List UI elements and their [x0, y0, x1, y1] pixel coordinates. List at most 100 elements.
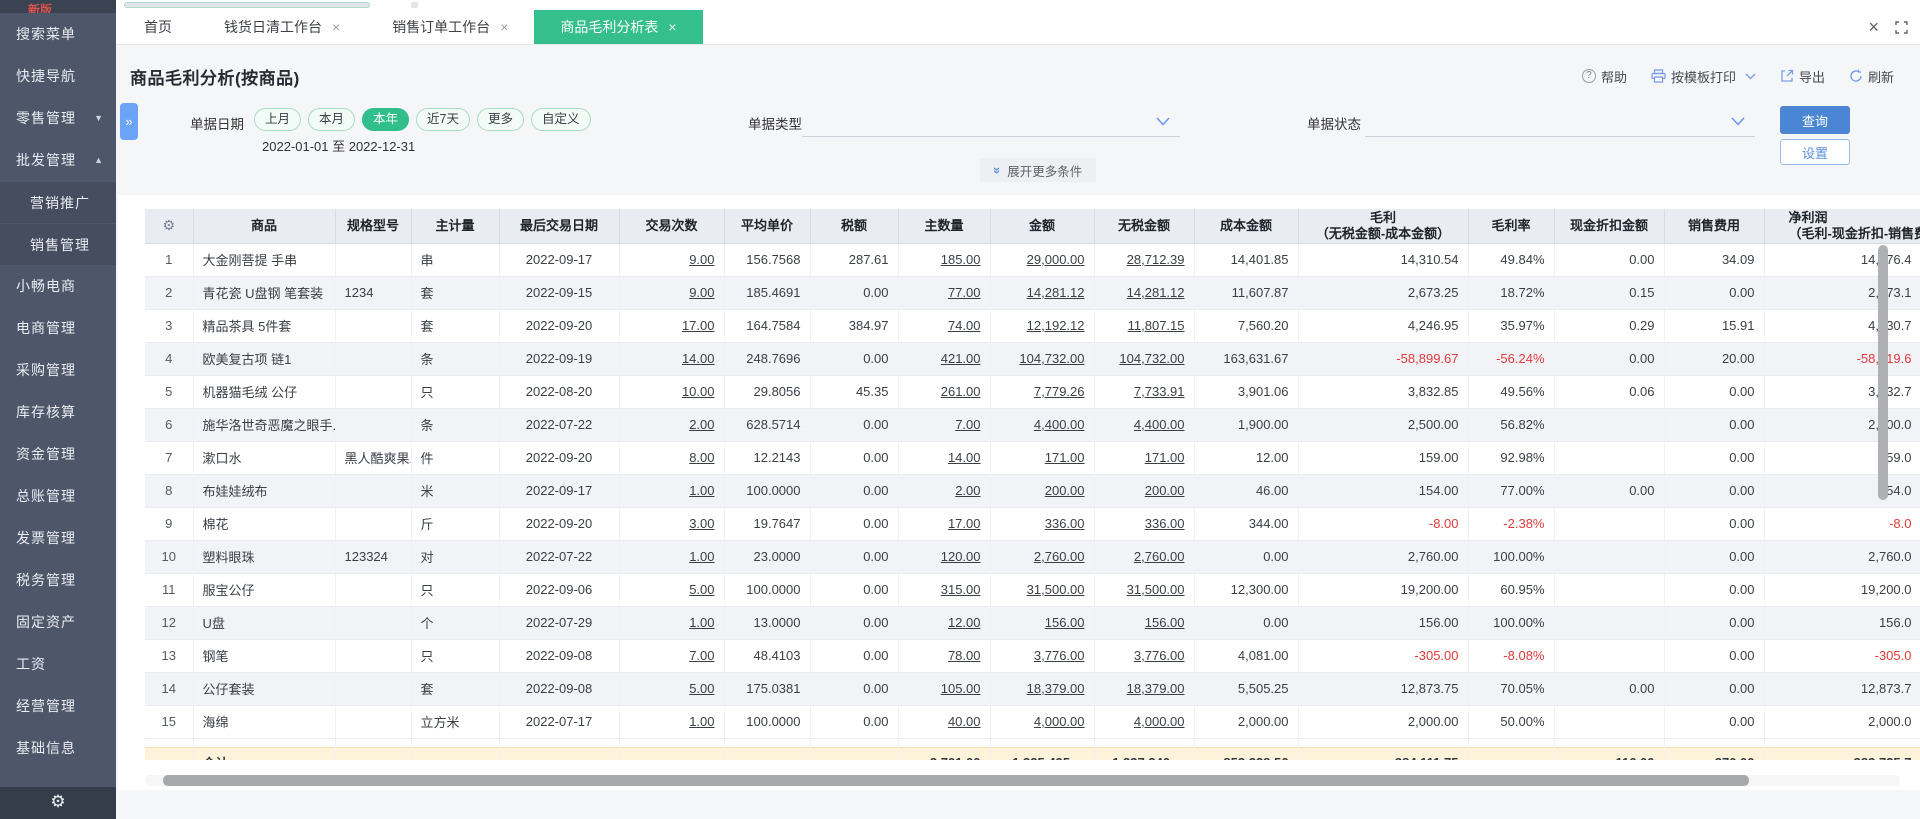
- cell-qty[interactable]: 120.00: [898, 540, 991, 574]
- cell-link[interactable]: 2,760.00: [1133, 549, 1185, 564]
- cell-link[interactable]: 4,400.00: [1033, 417, 1085, 432]
- cell-amount[interactable]: 29,000.00: [990, 243, 1095, 277]
- cell-qty[interactable]: 74.00: [898, 309, 991, 343]
- sidebar-item[interactable]: 快捷导航: [0, 55, 116, 97]
- column-header-last_trade_date[interactable]: 最后交易日期: [499, 209, 620, 244]
- help-button[interactable]: ? 帮助: [1581, 67, 1627, 86]
- cell-link[interactable]: 7,733.91: [1133, 384, 1185, 399]
- cell-trade_count[interactable]: 17.00: [619, 309, 725, 343]
- cell-trade_count[interactable]: 1.00: [619, 474, 725, 508]
- cell-amount_no_tax[interactable]: 2,760.00: [1094, 540, 1195, 574]
- column-header-trade_count[interactable]: 交易次数: [619, 209, 725, 244]
- cell-qty[interactable]: 7.00: [898, 408, 991, 442]
- cell-amount[interactable]: 4,000.00: [990, 705, 1095, 739]
- sidebar-item[interactable]: 采购管理: [0, 349, 116, 391]
- cell-trade_count[interactable]: 5.00: [619, 672, 725, 706]
- cell-qty[interactable]: 12.00: [898, 606, 991, 640]
- cell-amount[interactable]: 3,776.00: [990, 639, 1095, 673]
- cell-link[interactable]: 171.00: [1144, 450, 1185, 465]
- cell-link[interactable]: 12.00: [947, 615, 981, 630]
- cell-amount[interactable]: 171.00: [990, 441, 1095, 475]
- cell-amount_no_tax[interactable]: 28,712.39: [1094, 243, 1195, 277]
- cell-qty[interactable]: 40.00: [898, 705, 991, 739]
- cell-amount_no_tax[interactable]: 3,776.00: [1094, 639, 1195, 673]
- cell-qty[interactable]: 185.00: [898, 243, 991, 277]
- sidebar-item[interactable]: 搜索菜单: [0, 13, 116, 55]
- cell-link[interactable]: 14.00: [947, 450, 981, 465]
- cell-link[interactable]: 261.00: [940, 384, 981, 399]
- cell-amount_no_tax[interactable]: 4,000.00: [1094, 705, 1195, 739]
- cell-trade_count[interactable]: 5.00: [619, 573, 725, 607]
- cell-trade_count[interactable]: 8.00: [619, 441, 725, 475]
- tab-item[interactable]: 销售订单工作台 ×: [366, 10, 534, 44]
- cell-link[interactable]: 9.00: [689, 285, 715, 300]
- cell-link[interactable]: 18,379.00: [1026, 681, 1085, 696]
- cell-link[interactable]: 104,732.00: [1119, 351, 1185, 366]
- cell-qty[interactable]: 315.00: [898, 573, 991, 607]
- cell-qty[interactable]: 105.00: [898, 672, 991, 706]
- cell-amount_no_tax[interactable]: 104,732.00: [1094, 342, 1195, 376]
- cell-link[interactable]: 74.00: [947, 318, 981, 333]
- cell-link[interactable]: 7.00: [955, 417, 981, 432]
- tab-close-icon[interactable]: ×: [332, 19, 341, 35]
- cell-amount_no_tax[interactable]: 171.00: [1094, 441, 1195, 475]
- cell-link[interactable]: 9.00: [689, 252, 715, 267]
- cell-link[interactable]: 315.00: [940, 582, 981, 597]
- print-by-template-button[interactable]: 按模板打印: [1651, 67, 1756, 86]
- cell-link[interactable]: 2.00: [689, 417, 715, 432]
- refresh-button[interactable]: 刷新: [1849, 67, 1894, 86]
- cell-trade_count[interactable]: 10.00: [619, 375, 725, 409]
- cell-link[interactable]: 4,400.00: [1133, 417, 1185, 432]
- cell-link[interactable]: 31,500.00: [1026, 582, 1085, 597]
- cell-link[interactable]: 78.00: [947, 648, 981, 663]
- column-header-unit[interactable]: 主计量: [411, 209, 500, 244]
- cell-link[interactable]: 4,000.00: [1033, 714, 1085, 729]
- cell-qty[interactable]: 421.00: [898, 342, 991, 376]
- date-preset-pill[interactable]: 本年: [362, 108, 410, 131]
- cell-link[interactable]: 77.00: [947, 285, 981, 300]
- cell-trade_count[interactable]: 1.00: [619, 540, 725, 574]
- cell-amount[interactable]: 336.00: [990, 507, 1095, 541]
- sidebar-item[interactable]: 发票管理: [0, 517, 116, 559]
- cell-link[interactable]: 11,807.15: [1127, 318, 1185, 333]
- cell-link[interactable]: 156.00: [1144, 615, 1185, 630]
- cell-link[interactable]: 1.00: [689, 714, 715, 729]
- cell-link[interactable]: 29,000.00: [1026, 252, 1085, 267]
- cell-link[interactable]: 5.00: [689, 582, 715, 597]
- cell-link[interactable]: 3,776.00: [1133, 648, 1185, 663]
- cell-link[interactable]: 171.00: [1044, 450, 1085, 465]
- export-button[interactable]: 导出: [1780, 67, 1825, 86]
- cell-amount_no_tax[interactable]: 18,379.00: [1094, 672, 1195, 706]
- cell-link[interactable]: 7,779.26: [1033, 384, 1085, 399]
- vertical-scrollbar[interactable]: [1878, 245, 1888, 500]
- cell-link[interactable]: 1.00: [689, 615, 715, 630]
- column-header-avg_price[interactable]: 平均单价: [724, 209, 811, 244]
- cell-link[interactable]: 40.00: [947, 714, 981, 729]
- cell-link[interactable]: 3,776.00: [1033, 648, 1085, 663]
- cell-amount_no_tax[interactable]: 336.00: [1094, 507, 1195, 541]
- column-header-gross_profit[interactable]: 毛利 （无税金额-成本金额）: [1298, 209, 1469, 244]
- cell-link[interactable]: 105.00: [940, 681, 981, 696]
- cell-qty[interactable]: 17.00: [898, 507, 991, 541]
- cell-trade_count[interactable]: 2.00: [619, 408, 725, 442]
- cell-link[interactable]: 17.00: [947, 516, 981, 531]
- cell-amount_no_tax[interactable]: 31,500.00: [1094, 573, 1195, 607]
- sidebar-item[interactable]: 零售管理 ▼: [0, 97, 116, 139]
- cell-link[interactable]: 2.00: [955, 483, 981, 498]
- sidebar-item[interactable]: 库存核算: [0, 391, 116, 433]
- cell-link[interactable]: 3.00: [689, 516, 715, 531]
- cell-amount_no_tax[interactable]: 14,281.12: [1094, 276, 1195, 310]
- cell-link[interactable]: 200.00: [1144, 483, 1185, 498]
- cell-link[interactable]: 156.00: [1044, 615, 1085, 630]
- sidebar-item[interactable]: 销售管理: [0, 223, 116, 265]
- gear-icon[interactable]: ⚙: [162, 217, 176, 234]
- sidebar-item[interactable]: 小畅电商: [0, 265, 116, 307]
- column-header-gross_margin[interactable]: 毛利率: [1468, 209, 1555, 244]
- cell-link[interactable]: 336.00: [1044, 516, 1085, 531]
- expand-more-conditions-button[interactable]: » 展开更多条件: [980, 158, 1097, 182]
- sidebar-item[interactable]: 总账管理: [0, 475, 116, 517]
- cell-link[interactable]: 336.00: [1144, 516, 1185, 531]
- cell-link[interactable]: 1.00: [689, 549, 715, 564]
- tab-close-icon[interactable]: ×: [668, 19, 677, 35]
- cell-link[interactable]: 200.00: [1044, 483, 1085, 498]
